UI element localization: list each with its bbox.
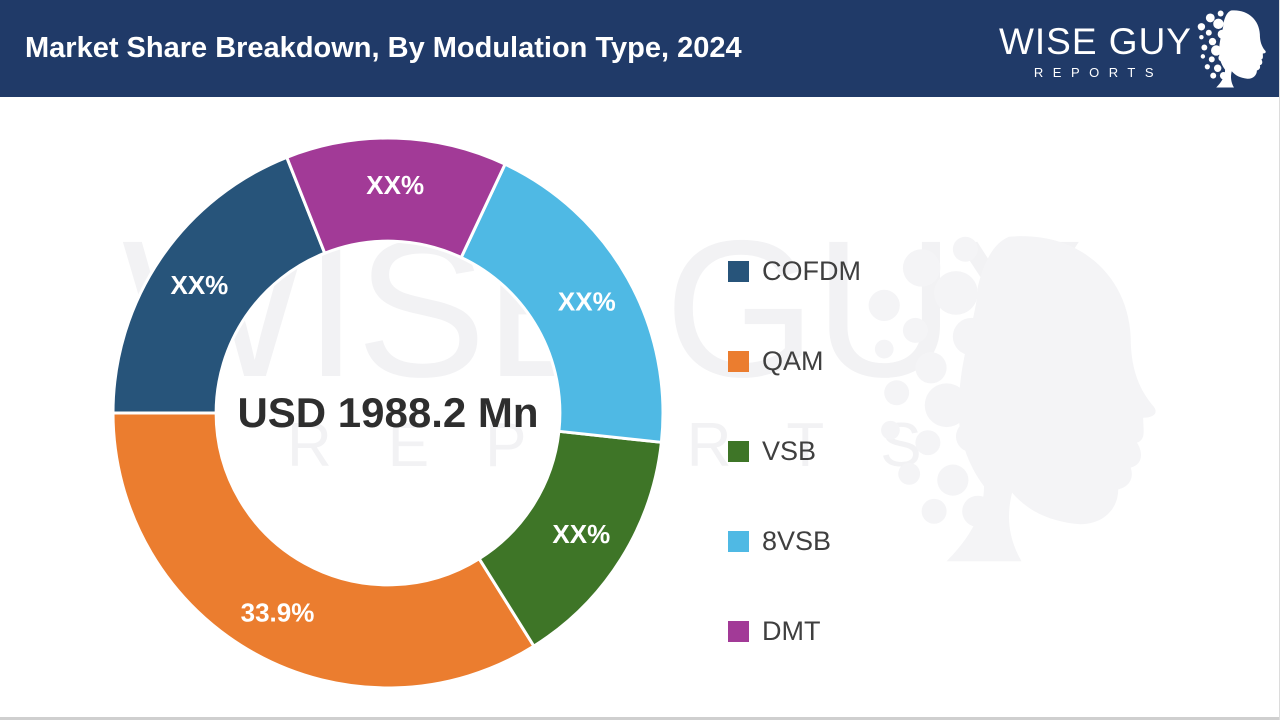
- donut-segment-DMT: [285, 136, 507, 259]
- donut-segment-VSB: [477, 429, 663, 648]
- logo-head-icon: [1194, 7, 1268, 91]
- legend-swatch-COFDM: [728, 260, 749, 282]
- wise-guy-reports-logo: WISE GUY REPORTS: [999, 7, 1268, 91]
- donut-segment-8VSB: [459, 162, 665, 444]
- legend-label-VSB: VSB: [762, 435, 817, 466]
- segment-label-8VSB: XX%: [558, 286, 616, 316]
- legend-item-QAM: QAM: [728, 345, 861, 376]
- segment-label-VSB: XX%: [552, 519, 610, 549]
- legend-item-8VSB: 8VSB: [728, 525, 861, 556]
- legend-label-8VSB: 8VSB: [762, 525, 832, 556]
- page-title: Market Share Breakdown, By Modulation Ty…: [25, 32, 742, 64]
- logo-name-text: WISE GUY: [998, 21, 1192, 62]
- legend-item-COFDM: COFDM: [728, 255, 861, 286]
- legend-swatch-8VSB: [728, 530, 749, 552]
- chart-center-value: USD 1988.2 Mn: [237, 389, 539, 436]
- legend-swatch-DMT: [728, 620, 749, 642]
- chart-legend: COFDM QAM VSB 8VSB DMT: [728, 255, 861, 708]
- header-bar: Market Share Breakdown, By Modulation Ty…: [0, 0, 1279, 97]
- segment-label-COFDM: XX%: [170, 270, 228, 300]
- donut-chart: XX% 33.9% XX% XX% XX%: [111, 136, 665, 690]
- legend-item-DMT: DMT: [728, 615, 861, 646]
- logo-wordmark: WISE GUY REPORTS: [999, 23, 1192, 80]
- segment-label-QAM: 33.9%: [241, 598, 315, 628]
- legend-label-COFDM: COFDM: [762, 255, 861, 286]
- legend-label-DMT: DMT: [762, 615, 821, 646]
- legend-swatch-VSB: [728, 440, 749, 462]
- legend-swatch-QAM: [728, 350, 749, 372]
- segment-label-DMT: XX%: [366, 170, 424, 200]
- legend-item-VSB: VSB: [728, 435, 861, 466]
- donut-segment-QAM: [111, 411, 536, 690]
- logo-subname-text: REPORTS: [1033, 65, 1164, 80]
- donut-segment-COFDM: [111, 155, 327, 415]
- bottom-divider: [0, 717, 1279, 720]
- legend-label-QAM: QAM: [762, 345, 824, 376]
- chart-area: WISE GUY REPORTS XX%33.9%XX%XX%XX% USD 1…: [0, 97, 1279, 720]
